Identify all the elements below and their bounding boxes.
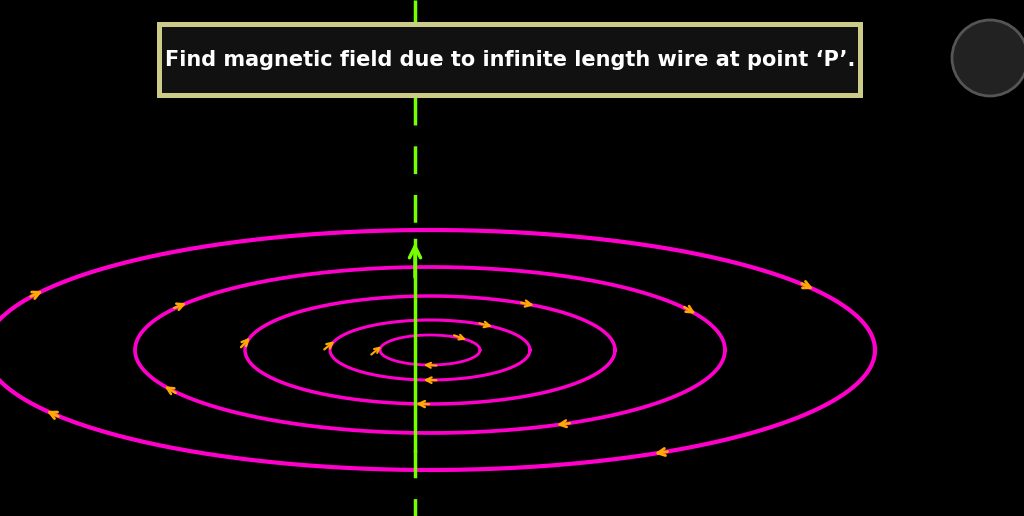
- Text: Find magnetic field due to infinite length wire at point ‘P’.: Find magnetic field due to infinite leng…: [165, 50, 855, 70]
- Bar: [162, 27, 858, 93]
- Circle shape: [952, 20, 1024, 96]
- Bar: [157, 22, 863, 98]
